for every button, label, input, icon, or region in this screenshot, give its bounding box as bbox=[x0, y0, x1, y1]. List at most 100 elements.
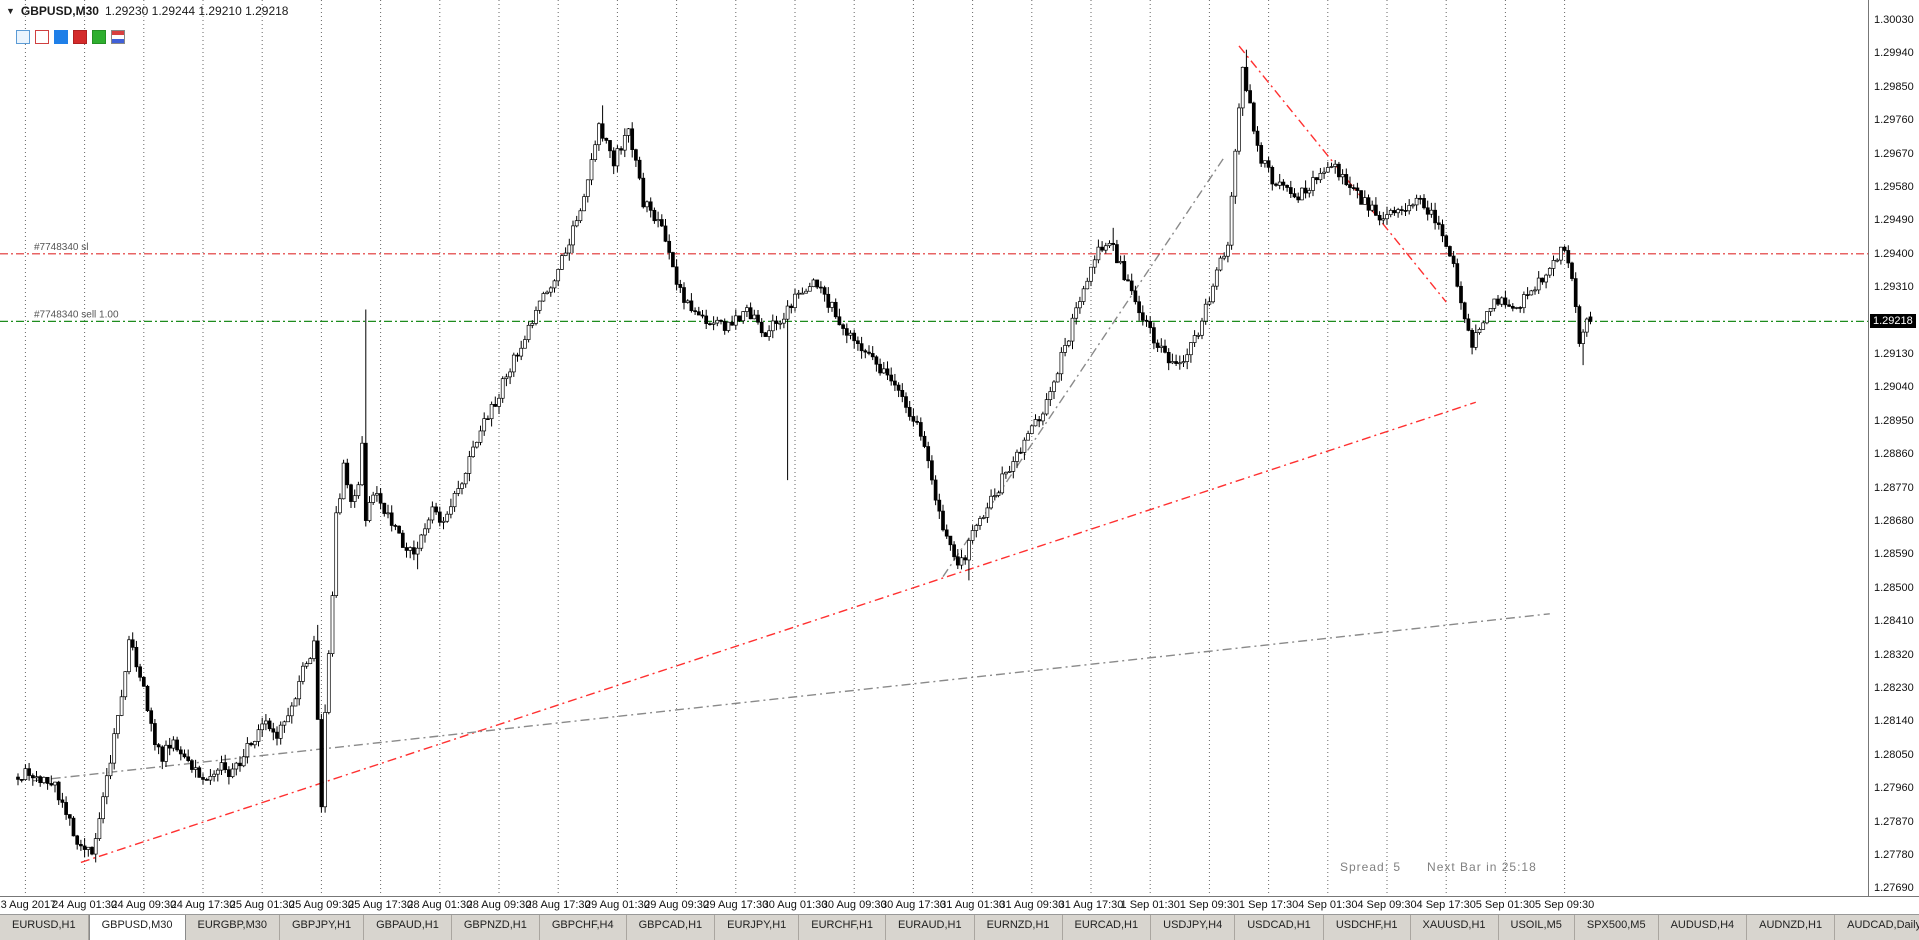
price-axis[interactable]: 1.30030 1.29940 1.29850 1.29760 1.29670 1.295… bbox=[1868, 0, 1919, 896]
candle-body bbox=[352, 495, 357, 502]
candle-body bbox=[996, 492, 1001, 496]
price-axis-label: 1.29760 bbox=[1874, 114, 1914, 127]
time-axis-label: 5 Sep 09:30 bbox=[1534, 899, 1595, 911]
candle-body bbox=[1488, 308, 1493, 312]
swatch-striped-flag[interactable] bbox=[111, 30, 125, 44]
candle-body bbox=[1485, 311, 1489, 324]
candle-body bbox=[1396, 209, 1400, 214]
time-axis-label: 5 Sep 01:30 bbox=[1475, 899, 1536, 911]
candle-body bbox=[652, 209, 657, 222]
chart-tab-audusd-h4[interactable]: AUDUSD,H4 bbox=[1658, 915, 1748, 940]
candle-body bbox=[611, 150, 616, 167]
price-axis-label: 1.29490 bbox=[1874, 214, 1914, 227]
candles bbox=[16, 49, 1593, 863]
candle-body bbox=[282, 721, 287, 726]
chart-tab-euraud-h1[interactable]: EURAUD,H1 bbox=[886, 915, 975, 940]
time-axis-label: 29 Aug 09:30 bbox=[644, 899, 710, 911]
swatch-blue[interactable] bbox=[54, 30, 68, 44]
candle-body bbox=[904, 396, 908, 408]
candle-body bbox=[82, 845, 87, 850]
candle-body bbox=[1177, 362, 1182, 365]
candle-body bbox=[1115, 244, 1119, 264]
candle-body bbox=[1033, 419, 1038, 427]
chart-tab-gbpnzd-h1[interactable]: GBPNZD,H1 bbox=[451, 915, 540, 940]
candle-body bbox=[190, 760, 194, 770]
candle-body bbox=[334, 512, 339, 596]
candle-body bbox=[1018, 451, 1023, 454]
candle-body bbox=[1492, 298, 1497, 309]
candle-body bbox=[889, 374, 894, 382]
candle-body bbox=[193, 767, 198, 770]
candle-body bbox=[1570, 262, 1574, 279]
chart-tab-usdjpy-h4[interactable]: USDJPY,H4 bbox=[1151, 915, 1236, 940]
swatch-blue-outline[interactable] bbox=[16, 30, 30, 44]
candle-body bbox=[104, 775, 109, 798]
candle-body bbox=[264, 720, 268, 725]
chart-tab-eurjpy-h1[interactable]: EURJPY,H1 bbox=[715, 915, 800, 940]
candle-body bbox=[293, 698, 298, 707]
candle-body bbox=[34, 776, 39, 779]
chart-tab-spx500-m5[interactable]: SPX500,M5 bbox=[1574, 915, 1659, 940]
candle-body bbox=[1325, 167, 1330, 173]
swatch-red[interactable] bbox=[73, 30, 87, 44]
candle-body bbox=[186, 756, 191, 761]
candle-body bbox=[937, 499, 942, 512]
chart-tab-gbpaud-h1[interactable]: GBPAUD,H1 bbox=[364, 915, 452, 940]
chart-tab-eurgbp-m30[interactable]: EURGBP,M30 bbox=[185, 915, 280, 940]
candle-body bbox=[804, 290, 808, 294]
candle-body bbox=[682, 287, 686, 303]
candle-body bbox=[863, 350, 868, 353]
resistance-line-descending-red[interactable] bbox=[1238, 45, 1447, 303]
chart-tab-eurchf-h1[interactable]: EURCHF,H1 bbox=[799, 915, 887, 940]
trendline-gray-long[interactable] bbox=[32, 613, 1550, 782]
chart-tab-audnzd-h1[interactable]: AUDNZD,H1 bbox=[1747, 915, 1836, 940]
candle-body bbox=[1078, 301, 1082, 309]
candle-body bbox=[71, 817, 76, 837]
candle-body bbox=[589, 159, 594, 181]
chart-tab-usdcad-h1[interactable]: USDCAD,H1 bbox=[1235, 915, 1324, 940]
candle-body bbox=[204, 779, 209, 781]
candle-body bbox=[1081, 288, 1086, 302]
candle-body bbox=[286, 715, 290, 723]
support-line-ascending-red[interactable] bbox=[80, 401, 1477, 864]
candle-body bbox=[693, 310, 697, 313]
candle-body bbox=[526, 324, 531, 340]
candle-body bbox=[1448, 246, 1452, 257]
candle-body bbox=[79, 844, 83, 847]
candle-body bbox=[733, 315, 738, 326]
chart-tab-usoil-m5[interactable]: USOIL,M5 bbox=[1498, 915, 1575, 940]
candle-body bbox=[585, 179, 590, 197]
swatch-green[interactable] bbox=[92, 30, 106, 44]
candle-body bbox=[1096, 246, 1101, 261]
candle-body bbox=[593, 144, 598, 161]
chart-tab-gbpchf-h4[interactable]: GBPCHF,H4 bbox=[539, 915, 627, 940]
chart-tab-gbpusd-m30[interactable]: GBPUSD,M30 bbox=[88, 915, 186, 940]
chart-tab-xauusd-h1[interactable]: XAUUSD,H1 bbox=[1410, 915, 1499, 940]
time-axis[interactable]: 23 Aug 2017 24 Aug 01:30 24 Aug 09:30 24 Au… bbox=[0, 896, 1919, 914]
chart-tab-eurnzd-h1[interactable]: EURNZD,H1 bbox=[974, 915, 1063, 940]
candle-body bbox=[811, 279, 816, 288]
swatch-red-outline[interactable] bbox=[35, 30, 49, 44]
time-axis-label: 30 Aug 09:30 bbox=[821, 899, 887, 911]
candle-body bbox=[1070, 317, 1075, 342]
candle-body bbox=[1133, 290, 1138, 303]
price-chart[interactable]: #7748340 sl #7748340 sell 1.00 bbox=[0, 0, 1868, 896]
spread-label: Spread: 5 bbox=[1340, 860, 1402, 874]
candle-body bbox=[1037, 419, 1042, 422]
chart-tab-audcad-daily[interactable]: AUDCAD,Daily bbox=[1835, 915, 1919, 940]
chart-tab-usdchf-h1[interactable]: USDCHF,H1 bbox=[1323, 915, 1411, 940]
time-axis-label: 29 Aug 17:30 bbox=[703, 899, 769, 911]
candle-body bbox=[400, 532, 405, 548]
chart-tab-gbpcad-h1[interactable]: GBPCAD,H1 bbox=[626, 915, 716, 940]
chart-plot-area[interactable]: #7748340 sl #7748340 sell 1.00 ▼ GBPUSD,M… bbox=[0, 0, 1868, 896]
candle-body bbox=[578, 210, 583, 222]
candle-body bbox=[1303, 187, 1308, 194]
chart-tab-gbpjpy-h1[interactable]: GBPJPY,H1 bbox=[280, 915, 365, 940]
candle-body bbox=[608, 140, 612, 152]
trendline-gray-steep[interactable] bbox=[942, 156, 1225, 578]
candle-body bbox=[656, 219, 660, 222]
chart-tab-eurcad-h1[interactable]: EURCAD,H1 bbox=[1062, 915, 1152, 940]
chart-tab-eurusd-h1[interactable]: EURUSD,H1 bbox=[0, 915, 89, 940]
one-click-trading-toggle-icon[interactable]: ▼ bbox=[6, 6, 15, 16]
time-axis-label: 31 Aug 01:30 bbox=[940, 899, 1006, 911]
